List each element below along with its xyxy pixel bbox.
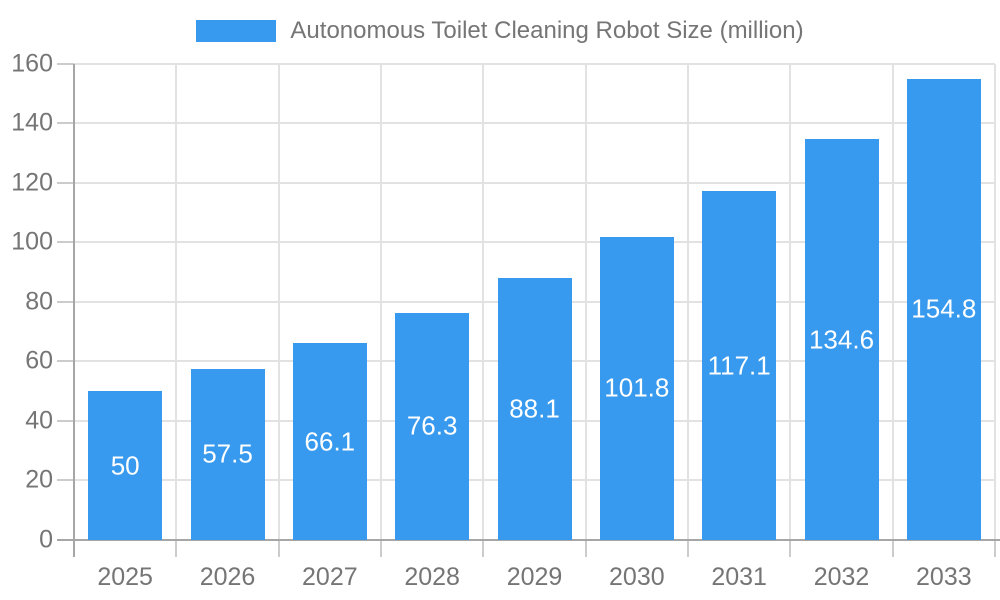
y-axis-tick bbox=[57, 181, 74, 184]
gridline-vertical bbox=[584, 63, 587, 540]
x-tick-label: 2026 bbox=[199, 563, 256, 591]
x-tick-label: 2031 bbox=[711, 563, 767, 591]
bar[interactable] bbox=[497, 277, 572, 540]
x-axis-tick bbox=[277, 540, 280, 557]
bar-value-label: 50 bbox=[110, 450, 140, 481]
x-tick-label: 2027 bbox=[302, 563, 358, 591]
gridline-vertical bbox=[482, 63, 485, 540]
x-axis-tick bbox=[687, 540, 689, 557]
y-tick-label: 40 bbox=[25, 406, 53, 435]
x-axis-line bbox=[57, 539, 1000, 541]
bar-value-label: 66.1 bbox=[304, 426, 356, 457]
y-axis-tick bbox=[57, 300, 74, 303]
bar-value-label: 154.8 bbox=[911, 293, 977, 324]
y-tick-label: 120 bbox=[11, 168, 53, 197]
x-axis-tick bbox=[584, 540, 587, 557]
y-tick-label: 80 bbox=[25, 287, 53, 316]
gridline-vertical bbox=[277, 63, 280, 540]
bar-value-label: 57.5 bbox=[202, 438, 253, 469]
gridline-vertical bbox=[789, 63, 792, 540]
gridline-horizontal bbox=[74, 62, 995, 65]
gridline-vertical bbox=[175, 63, 178, 540]
y-axis-tick bbox=[57, 62, 74, 65]
y-tick-label: 60 bbox=[25, 346, 53, 375]
y-tick-label: 160 bbox=[11, 49, 53, 77]
bar[interactable] bbox=[702, 191, 777, 540]
y-axis-tick bbox=[57, 241, 74, 244]
legend-swatch-icon bbox=[196, 20, 277, 42]
y-axis-tick bbox=[57, 360, 74, 363]
bar-value-label: 76.3 bbox=[406, 410, 458, 441]
y-tick-label: 0 bbox=[39, 525, 53, 554]
y-axis-line bbox=[73, 63, 75, 557]
y-axis-tick bbox=[57, 419, 74, 422]
bar-value-label: 101.8 bbox=[604, 372, 670, 403]
gridline-vertical bbox=[891, 63, 894, 540]
bar-value-label: 134.6 bbox=[808, 324, 875, 355]
x-axis-tick bbox=[789, 540, 792, 557]
x-tick-label: 2033 bbox=[916, 563, 972, 591]
bar[interactable] bbox=[395, 312, 470, 540]
bar-value-label: 88.1 bbox=[509, 393, 560, 424]
legend-label: Autonomous Toilet Cleaning Robot Size (m… bbox=[290, 17, 804, 44]
bar[interactable] bbox=[88, 391, 163, 540]
bar[interactable] bbox=[599, 236, 674, 540]
bar[interactable] bbox=[190, 368, 265, 540]
x-tick-label: 2025 bbox=[97, 563, 153, 591]
y-tick-label: 100 bbox=[11, 227, 53, 256]
gridline-horizontal bbox=[74, 122, 995, 125]
bar[interactable] bbox=[906, 78, 981, 540]
gridline-vertical bbox=[380, 63, 382, 540]
x-axis-tick bbox=[891, 540, 894, 557]
x-tick-label: 2032 bbox=[813, 563, 870, 591]
gridline-vertical bbox=[687, 63, 689, 540]
y-tick-label: 140 bbox=[11, 108, 53, 137]
bar-value-label: 117.1 bbox=[707, 350, 771, 381]
y-axis-tick bbox=[57, 122, 74, 125]
bar[interactable] bbox=[804, 139, 879, 540]
x-axis-tick bbox=[994, 540, 996, 557]
gridline-horizontal bbox=[74, 241, 995, 244]
x-axis-tick bbox=[380, 540, 382, 557]
x-tick-label: 2030 bbox=[609, 563, 665, 591]
gridline-horizontal bbox=[74, 181, 995, 184]
x-tick-label: 2029 bbox=[506, 563, 563, 591]
x-tick-label: 2028 bbox=[404, 563, 460, 591]
legend-item[interactable]: Autonomous Toilet Cleaning Robot Size (m… bbox=[0, 16, 1000, 46]
x-axis-tick bbox=[482, 540, 485, 557]
bar[interactable] bbox=[292, 343, 367, 540]
x-axis-tick bbox=[175, 540, 178, 557]
y-axis-tick bbox=[57, 479, 74, 482]
y-tick-label: 20 bbox=[25, 465, 53, 494]
gridline-vertical bbox=[994, 63, 996, 540]
